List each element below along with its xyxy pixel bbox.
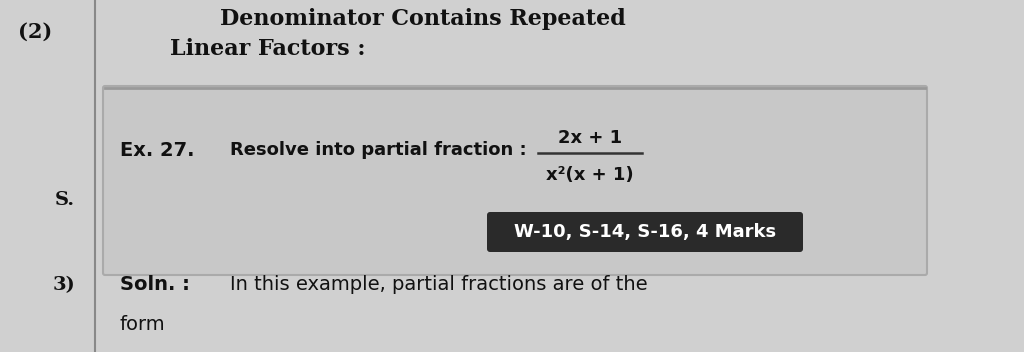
Text: Soln. :: Soln. : [120,276,189,295]
Text: Resolve into partial fraction :: Resolve into partial fraction : [230,141,526,159]
Text: Ex. 27.: Ex. 27. [120,140,195,159]
FancyBboxPatch shape [487,212,803,252]
Text: x²(x + 1): x²(x + 1) [546,166,634,184]
Text: S.: S. [55,191,75,209]
FancyBboxPatch shape [103,86,927,275]
Text: In this example, partial fractions are of the: In this example, partial fractions are o… [230,276,647,295]
Text: Denominator Contains Repeated: Denominator Contains Repeated [220,8,626,30]
Text: 2x + 1: 2x + 1 [558,129,622,147]
Text: (2): (2) [18,22,52,42]
Text: Linear Factors :: Linear Factors : [170,38,366,60]
Text: W-10, S-14, S-16, 4 Marks: W-10, S-14, S-16, 4 Marks [514,223,776,241]
Text: 3): 3) [52,276,75,294]
Text: form: form [120,315,166,334]
